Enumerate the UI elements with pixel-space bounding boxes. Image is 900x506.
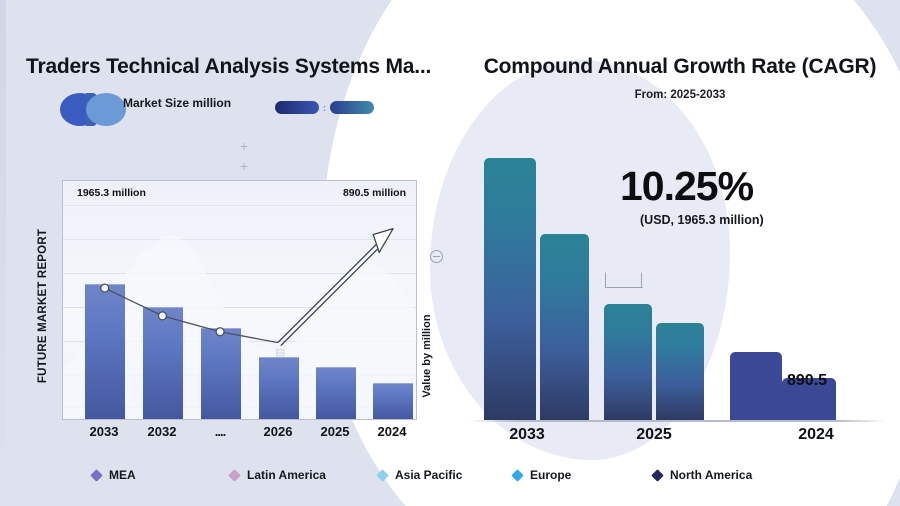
page-subtitle-right: From: 2025-2033 (634, 89, 726, 101)
series-pill-primary (275, 101, 319, 114)
bracket-marker-icon (605, 272, 643, 289)
bar-2026 (259, 357, 299, 419)
legend-item-asia-pacific[interactable]: Asia Pacific (376, 468, 463, 482)
bar-2024 (373, 383, 413, 419)
left-plot-note-end: 890.5 million (342, 187, 406, 199)
x-label-2033: 2033 (89, 424, 119, 439)
rbar-2024-primary (730, 352, 782, 420)
legend-label: Asia Pacific (395, 468, 463, 482)
ghost-chart-icon-1: ▤ (275, 347, 286, 359)
x-label-ellipsis: .... (214, 424, 226, 439)
rbar-2025-secondary (656, 323, 704, 420)
left-bars-group (63, 181, 416, 419)
legend-item-europe[interactable]: Europe (511, 468, 572, 482)
right-chart-baseline (468, 420, 888, 422)
rx-label-2024: 2024 (798, 426, 834, 443)
legend-diamond-icon (228, 468, 241, 482)
rbar-2033-secondary (540, 234, 589, 420)
legend-item-latin-america[interactable]: Latin America (228, 468, 326, 482)
left-y-axis-label: FUTURE MARKET REPORT (37, 228, 49, 384)
page-title-left: Traders Technical Analysis Systems Ma... (26, 55, 432, 78)
right-x-axis-labels: 2033 2025 2024 (468, 426, 888, 448)
left-trend-overlay (100, 227, 394, 347)
series-pill-secondary (330, 101, 374, 114)
x-label-2024: 2024 (377, 424, 407, 439)
x-label-2032: 2032 (147, 424, 177, 439)
bar-2032 (143, 307, 183, 419)
series-caption: Market Size million (123, 96, 232, 110)
series-pills: : (275, 101, 374, 114)
legend-label: MEA (109, 468, 136, 482)
legend-item-north-america[interactable]: North America (651, 468, 753, 482)
rx-label-2033: 2033 (509, 426, 545, 443)
rbar-2033-primary (484, 158, 536, 420)
bar-mid (201, 328, 241, 419)
bar-2025 (316, 367, 356, 419)
series-pill-separator: : (323, 102, 326, 113)
legend-diamond-icon (511, 468, 524, 482)
legend-diamond-icon (376, 468, 389, 482)
left-edge-shade (0, 0, 6, 506)
left-plot-note-start: 1965.3 million (77, 187, 146, 199)
venn-logo-icon (60, 93, 126, 126)
legend-item-mea[interactable]: MEA (90, 468, 136, 482)
secondary-y-axis-label: Value by million (421, 314, 433, 398)
rbar-2024-secondary (782, 378, 836, 420)
x-label-2025: 2025 (320, 424, 350, 439)
cagr-note: (USD, 1965.3 million) (640, 213, 764, 227)
region-legend: MEA Latin America Asia Pacific Europe No… (0, 462, 900, 488)
legend-label: Latin America (247, 468, 326, 482)
rbar-2025-primary (604, 304, 652, 420)
page-title-right: Compound Annual Growth Rate (CAGR) (483, 55, 877, 78)
right-plot-area (468, 130, 888, 420)
left-plot-area: 1965.3 million 890.5 million ▤ ▥ (62, 180, 417, 420)
legend-diamond-icon (90, 468, 103, 482)
rbar-value-label: 890.5 (787, 372, 828, 389)
x-label-2026: 2026 (263, 424, 293, 439)
cagr-value: 10.25% (620, 163, 754, 209)
left-x-axis-labels: 2033 2032 .... 2026 2025 2024 (62, 424, 417, 444)
rx-label-2025: 2025 (636, 426, 672, 443)
legend-label: Europe (530, 468, 572, 482)
plus-marker-icon-1: + (240, 138, 249, 154)
circle-minus-icon (430, 250, 443, 263)
legend-diamond-icon (651, 468, 664, 482)
plus-marker-icon-2: + (240, 158, 249, 174)
legend-label: North America (670, 468, 753, 482)
